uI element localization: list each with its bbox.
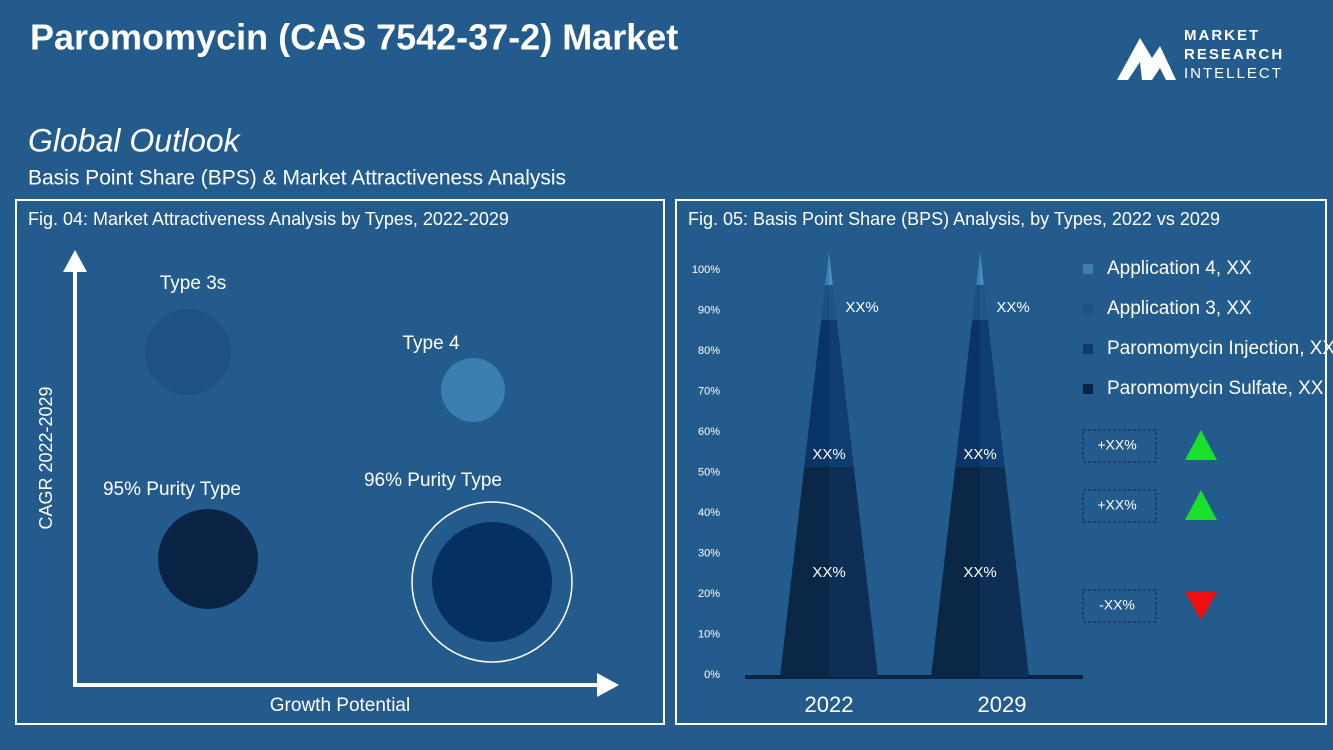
bubble — [432, 522, 552, 642]
y-tick-label: 20% — [698, 588, 720, 600]
bubble-label: Type 3s — [160, 273, 227, 294]
bubble-label: 96% Purity Type — [364, 470, 502, 491]
section-title: Global Outlook — [28, 122, 242, 158]
page-title: Paromomycin (CAS 7542-37-2) Market — [30, 17, 678, 58]
bubble — [145, 309, 231, 395]
up-arrow — [1185, 430, 1217, 460]
up-arrow — [1185, 490, 1217, 520]
cone-segment — [829, 285, 837, 320]
cone-segment — [829, 467, 878, 677]
y-tick-label: 10% — [698, 628, 720, 640]
bubble — [441, 358, 505, 422]
x-tick-label: 2022 — [805, 692, 854, 717]
logo-text: MARKET — [1184, 27, 1260, 44]
change-box — [1082, 489, 1157, 523]
axis-label: CAGR 2022-2029 — [36, 386, 56, 529]
logo-text: RESEARCH — [1184, 46, 1284, 63]
cone-segment — [825, 252, 829, 285]
segment-label: XX% — [845, 299, 878, 316]
segment-label: XX% — [812, 564, 845, 581]
cone-segment — [980, 467, 1029, 677]
change-box — [1082, 429, 1157, 463]
y-tick-label: 0% — [704, 669, 720, 681]
figure-title: Fig. 05: Basis Point Share (BPS) Analysi… — [688, 209, 1220, 229]
segment-label: XX% — [996, 299, 1029, 316]
y-tick-label: 30% — [698, 547, 720, 559]
change-label: +XX% — [1097, 497, 1136, 513]
legend-swatch — [1083, 264, 1093, 274]
down-arrow — [1185, 592, 1217, 620]
y-tick-label: 40% — [698, 507, 720, 519]
bubble-label: 95% Purity Type — [103, 479, 241, 500]
panel — [675, 199, 1327, 725]
legend-swatch — [1083, 344, 1093, 354]
figure-title: Fig. 04: Market Attractiveness Analysis … — [28, 209, 509, 229]
cone-segment — [821, 285, 829, 320]
baseline — [745, 675, 1083, 679]
cone-segment — [980, 320, 1005, 467]
y-tick-label: 60% — [698, 426, 720, 438]
cone-segment — [931, 467, 980, 677]
segment-label: XX% — [963, 564, 996, 581]
segment-label: XX% — [812, 446, 845, 463]
logo-mark — [1117, 38, 1176, 80]
arrow-head — [63, 250, 87, 272]
x-tick-label: 2029 — [978, 692, 1027, 717]
bubble-label: Type 4 — [402, 333, 459, 354]
legend-label: Paromomycin Injection, XX — [1107, 338, 1333, 359]
segment-label: XX% — [963, 446, 996, 463]
legend-label: Paromomycin Sulfate, XX — [1107, 378, 1324, 399]
legend-label: Application 4, XX — [1107, 258, 1252, 279]
cone-segment — [976, 252, 980, 285]
panel — [15, 199, 665, 725]
cone-segment — [980, 252, 984, 285]
legend-swatch — [1083, 304, 1093, 314]
change-box — [1082, 589, 1157, 623]
logo-text: INTELLECT — [1184, 65, 1283, 82]
cone-segment — [829, 320, 854, 467]
cone-segment — [955, 320, 980, 467]
subtitle: Basis Point Share (BPS) & Market Attract… — [28, 167, 566, 190]
bubble-ring — [411, 501, 573, 663]
cone-segment — [980, 285, 988, 320]
change-label: +XX% — [1097, 437, 1136, 453]
cone-segment — [780, 467, 829, 677]
change-label: -XX% — [1099, 597, 1135, 613]
axis-label: Growth Potential — [270, 695, 410, 716]
cone-segment — [829, 252, 833, 285]
y-tick-label: 80% — [698, 345, 720, 357]
cone-segment — [804, 320, 829, 467]
bps-chart: 0% 10% 20% 30% 40% 50% 60% 70% 80% 90% 100% XX% XX% X… — [692, 252, 1333, 717]
legend-label: Application 3, XX — [1107, 298, 1252, 319]
y-tick-label: 50% — [698, 466, 720, 478]
bubble — [158, 509, 258, 609]
legend-swatch — [1083, 384, 1093, 394]
arrow-head — [597, 673, 619, 697]
y-tick-label: 70% — [698, 385, 720, 397]
y-tick-label: 100% — [692, 264, 720, 276]
cone-segment — [972, 285, 980, 320]
y-tick-label: 90% — [698, 304, 720, 316]
